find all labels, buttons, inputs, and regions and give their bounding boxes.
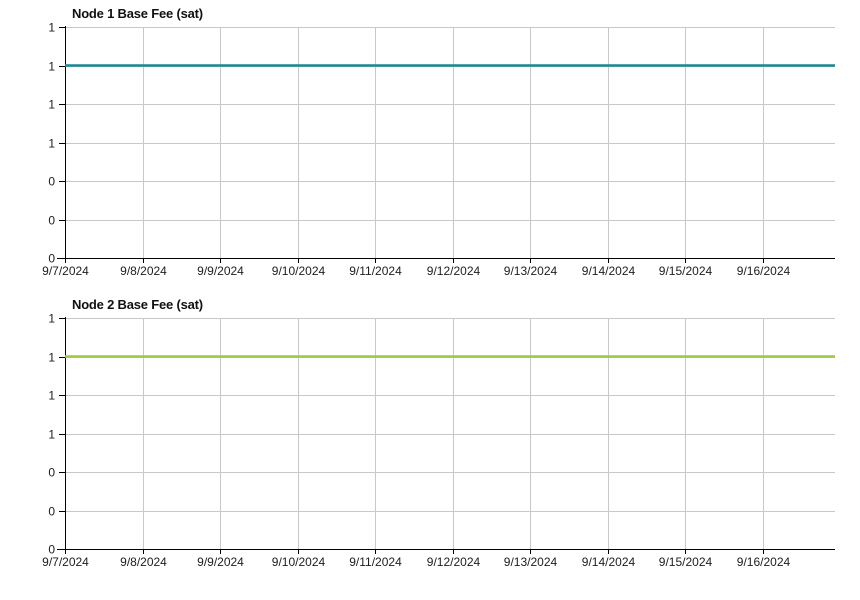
x-axis-tick-label: 9/12/2024 <box>427 555 481 569</box>
y-axis-tick-label: 1 <box>48 351 55 365</box>
y-axis-tick-label: 0 <box>48 252 55 266</box>
x-axis-tick-label: 9/12/2024 <box>427 264 481 278</box>
chart-panel-node-1: Node 1 Base Fee (sat) 1 1 1 1 0 0 0 9/7/2024 9/8… <box>0 0 860 290</box>
y-axis-tick-label: 1 <box>48 312 55 326</box>
y-axis-tick-label: 1 <box>48 137 55 151</box>
x-axis-tick-label: 9/16/2024 <box>737 555 791 569</box>
x-axis-tick-label: 9/14/2024 <box>582 264 636 278</box>
x-axis-tick-label: 9/8/2024 <box>120 555 167 569</box>
x-axis-tick-label: 9/11/2024 <box>349 555 402 569</box>
x-axis-tick-label: 9/16/2024 <box>737 264 791 278</box>
x-axis-tick-label: 9/13/2024 <box>504 555 558 569</box>
y-axis-tick-label: 1 <box>48 21 55 35</box>
chart-title-node-1: Node 1 Base Fee (sat) <box>72 6 203 21</box>
chart-panel-node-2: Node 2 Base Fee (sat) 1 1 1 1 0 0 0 9/7/2024 9/8… <box>0 291 860 591</box>
x-axis-tick-label: 9/7/2024 <box>42 555 89 569</box>
x-axis-tick-label: 9/10/2024 <box>272 555 326 569</box>
x-axis-tick-label: 9/9/2024 <box>197 555 244 569</box>
x-axis-tick-label: 9/11/2024 <box>349 264 402 278</box>
x-axis-tick-label: 9/7/2024 <box>42 264 89 278</box>
x-axis-tick-label: 9/15/2024 <box>659 555 713 569</box>
y-axis-tick-label: 0 <box>48 466 55 480</box>
y-axis-tick-label: 0 <box>48 505 55 519</box>
x-axis-tick-label: 9/13/2024 <box>504 264 558 278</box>
y-axis-tick-label: 1 <box>48 389 55 403</box>
y-axis-tick-label: 0 <box>48 214 55 228</box>
chart-title-node-2: Node 2 Base Fee (sat) <box>72 297 203 312</box>
x-axis-tick-label: 9/8/2024 <box>120 264 167 278</box>
x-axis-tick-label: 9/14/2024 <box>582 555 636 569</box>
y-axis-tick-label: 1 <box>48 98 55 112</box>
y-axis-tick-label: 0 <box>48 175 55 189</box>
x-axis-tick-label: 9/10/2024 <box>272 264 326 278</box>
y-axis-tick-label: 0 <box>48 543 55 557</box>
y-axis-tick-label: 1 <box>48 428 55 442</box>
x-axis-tick-label: 9/9/2024 <box>197 264 244 278</box>
x-axis-tick-label: 9/15/2024 <box>659 264 713 278</box>
y-axis-tick-label: 1 <box>48 60 55 74</box>
